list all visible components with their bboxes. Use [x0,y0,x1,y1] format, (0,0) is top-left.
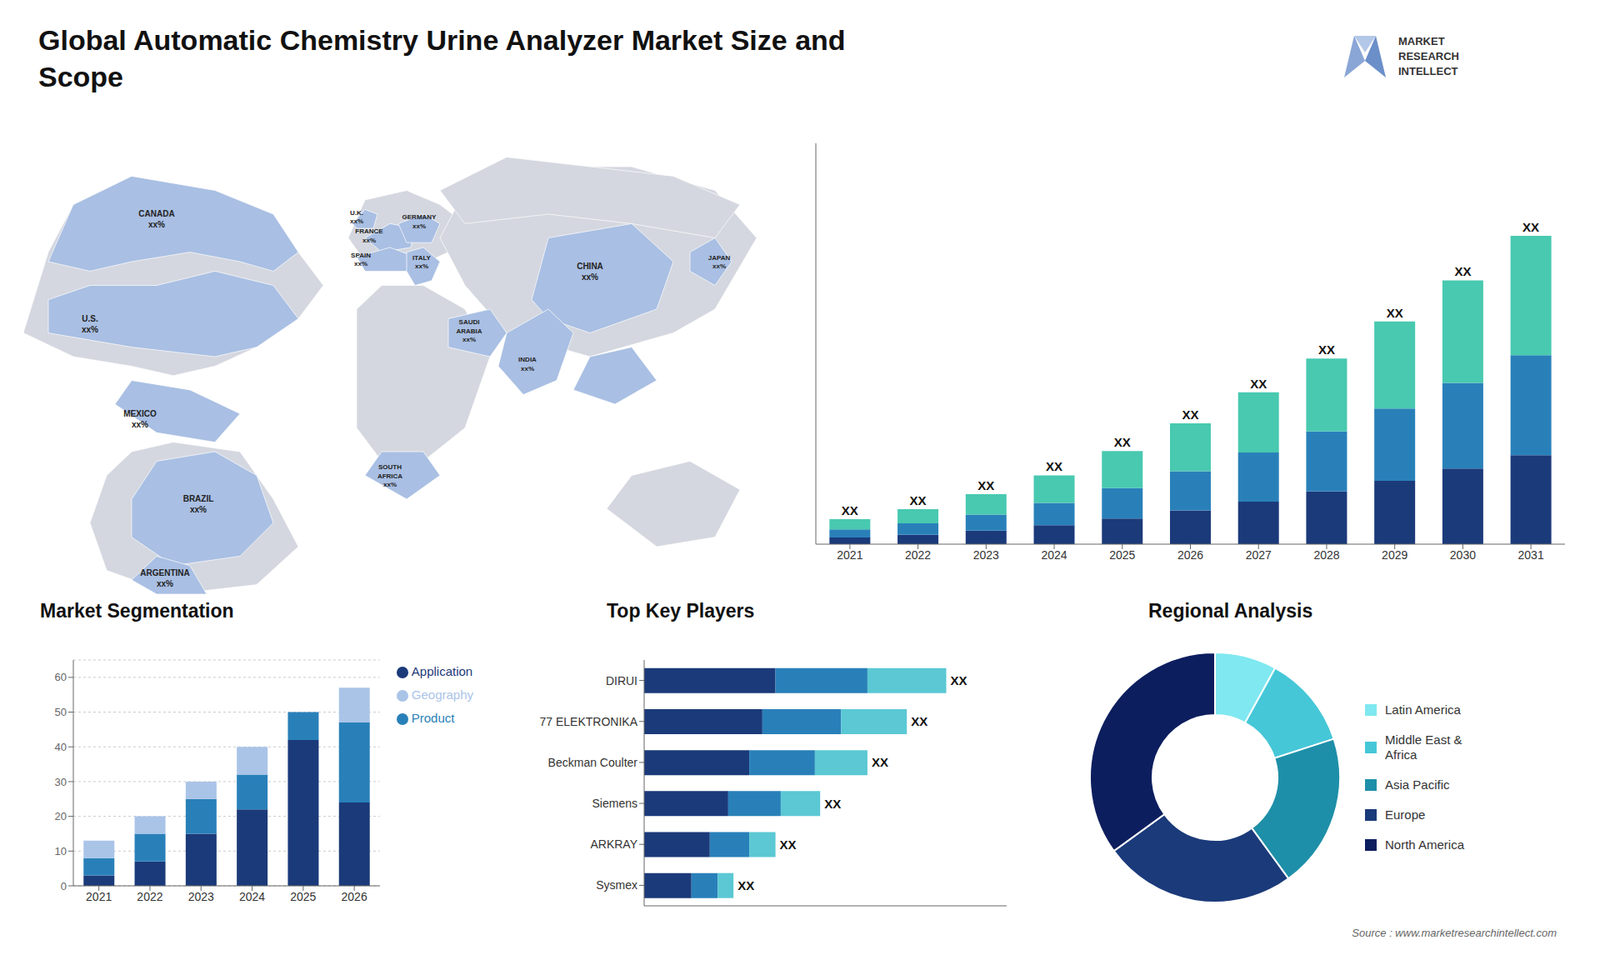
svg-text:2024: 2024 [1040,548,1067,562]
svg-text:U.K.xx%: U.K.xx% [350,208,364,225]
svg-text:CANADAxx%: CANADAxx% [138,209,175,230]
svg-text:XX: XX [1454,264,1471,279]
svg-text:2023: 2023 [973,548,1000,562]
html-text:Asia Pacific: Asia Pacific [1385,777,1450,792]
svg-text:0: 0 [60,880,67,893]
svg-text:SPAINxx%: SPAINxx% [350,250,371,267]
svg-text:50: 50 [55,705,67,719]
html-text:Source : www.marketresearchint: Source : www.marketresearchintellect.com [1351,926,1557,940]
svg-text:XX: XX [1250,376,1267,391]
svg-text:2030: 2030 [1450,548,1476,562]
svg-text:2025: 2025 [1109,548,1135,562]
svg-text:SOUTHAFRICAxx%: SOUTHAFRICAxx% [377,463,403,489]
svg-text:XX: XX [950,673,968,688]
svg-text:20: 20 [55,810,67,823]
svg-text:2024: 2024 [239,890,265,904]
svg-text:XX: XX [1181,407,1199,422]
svg-text:2023: 2023 [188,890,215,904]
svg-text:2021: 2021 [85,890,112,904]
html-text:Middle East & Africa: Middle East & Africa [1385,732,1463,762]
html-text:INTELLECT: INTELLECT [1398,65,1458,78]
svg-text:2027: 2027 [1245,548,1272,562]
svg-text:XX: XX [737,878,755,893]
svg-text:Siemens: Siemens [592,796,638,810]
svg-text:FRANCExx%: FRANCExx% [355,227,384,244]
svg-text:2022: 2022 [905,548,931,562]
svg-text:2031: 2031 [1518,548,1545,562]
svg-text:ARGENTINAxx%: ARGENTINAxx% [140,567,190,588]
svg-text:XX: XX [910,714,928,729]
html-text:Top Key Players: Top Key Players [606,600,755,622]
svg-text:2026: 2026 [341,890,368,904]
html-text:Global Automatic Chemistry Uri: Global Automatic Chemistry Urine Analyze… [38,24,846,56]
html-text:Scope: Scope [38,60,124,93]
svg-text:BRAZILxx%: BRAZILxx% [183,494,215,515]
svg-text:Beckman Coulter: Beckman Coulter [548,755,639,770]
svg-text:2022: 2022 [136,890,163,904]
svg-text:MEXICOxx%: MEXICOxx% [123,408,157,429]
svg-text:2026: 2026 [1177,548,1204,562]
svg-text:XX: XX [780,837,797,852]
html-text:North America: North America [1385,837,1465,852]
svg-text:XX: XX [1114,435,1131,450]
svg-text:77 ELEKTRONIKA: 77 ELEKTRONIKA [540,715,639,729]
svg-text:SAUDIARABIAxx%: SAUDIARABIAxx% [455,318,482,344]
svg-text:2028: 2028 [1313,548,1340,562]
svg-text:Sysmex: Sysmex [595,878,638,892]
html-text:Application: Application [411,664,473,679]
svg-text:10: 10 [55,845,67,858]
svg-text:60: 60 [55,670,67,684]
svg-text:CHINAxx%: CHINAxx% [576,260,604,281]
svg-text:XX: XX [1386,305,1404,320]
svg-text:2021: 2021 [836,548,863,562]
svg-text:40: 40 [55,740,67,754]
svg-text:XX: XX [841,503,859,518]
html-text:MARKET: MARKET [1398,35,1445,48]
svg-text:XX: XX [910,493,927,508]
html-text:Europe: Europe [1385,807,1426,822]
html-text:Latin America: Latin America [1385,702,1461,717]
svg-text:DIRUI: DIRUI [605,674,638,688]
svg-text:XX: XX [871,755,889,770]
svg-text:U.S.xx%: U.S.xx% [81,313,99,334]
svg-text:30: 30 [55,775,67,789]
svg-text:XX: XX [1318,342,1335,357]
html-text:Regional Analysis: Regional Analysis [1148,600,1313,622]
svg-text:XX: XX [977,478,995,493]
svg-text:2029: 2029 [1381,548,1408,562]
html-text:Geography: Geography [411,687,474,702]
svg-text:XX: XX [824,796,841,811]
svg-text:JAPANxx%: JAPANxx% [708,253,731,270]
svg-text:XX: XX [1522,220,1540,235]
svg-text:ITALYxx%: ITALYxx% [412,253,431,270]
svg-text:ARKRAY: ARKRAY [590,837,638,851]
html-text:RESEARCH: RESEARCH [1398,50,1460,63]
svg-text:2025: 2025 [290,890,316,904]
svg-text:INDIAxx%: INDIAxx% [518,355,537,372]
html-text:Market Segmentation: Market Segmentation [40,600,234,622]
svg-text:XX: XX [1045,459,1063,474]
svg-text:GERMANYxx%: GERMANYxx% [402,213,438,230]
html-text:Product: Product [411,710,455,725]
